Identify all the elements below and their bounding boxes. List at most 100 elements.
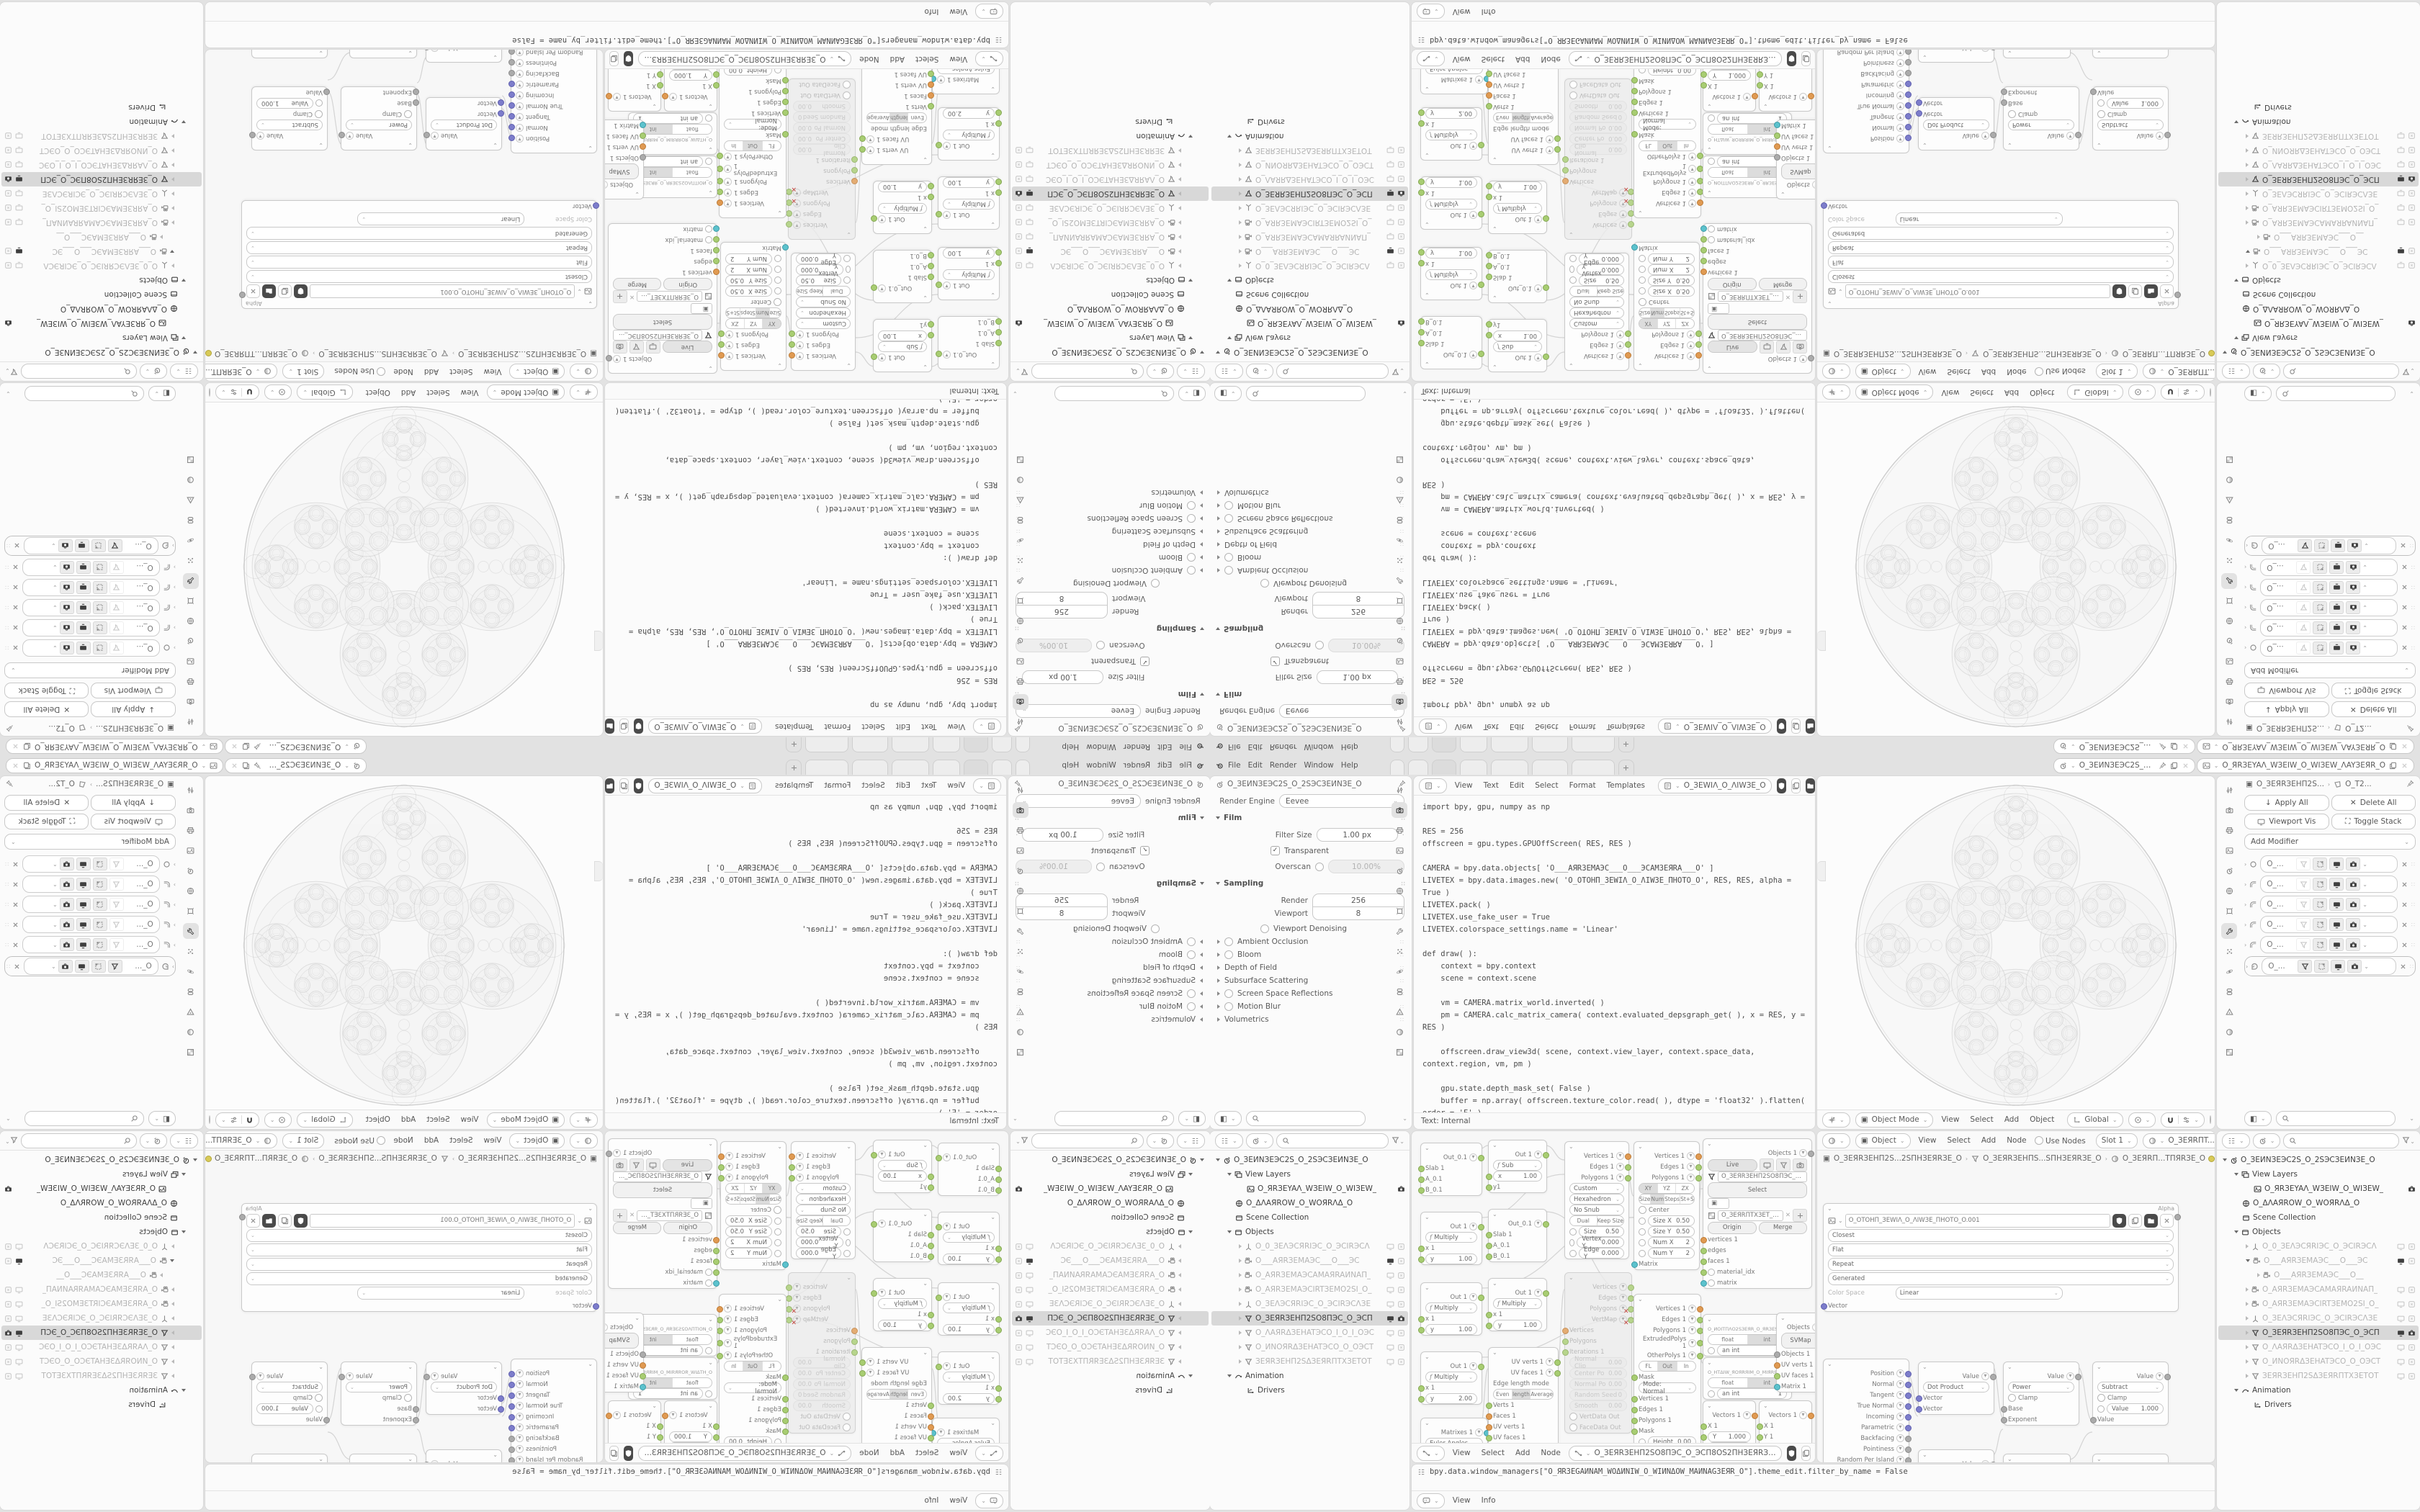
properties-tab-phys[interactable] <box>1013 533 1028 549</box>
toolbar-flyout-handle[interactable] <box>594 631 603 651</box>
properties-tab-obj[interactable] <box>183 593 199 609</box>
mode-select[interactable]: ▣ Object Mode ⌄ <box>1855 384 1934 400</box>
workspace-tab[interactable] <box>992 737 1013 752</box>
text_editor.menus-menu-5[interactable]: Templates <box>1606 722 1646 731</box>
node-tree-selector[interactable]: ⌄ O_ЗEЯRЗEHП2SO8ПЭC_O_ЭCП8OS2ПHЗEЯRЗE_O <box>1568 51 1782 67</box>
properties-tab-phys[interactable] <box>1392 963 1407 979</box>
topbar.menus-menu-1[interactable]: Edit <box>1157 742 1173 751</box>
node[interactable]: ⌄ Out_0.1 ▾ Slab 1 A_0.1 B_0.1 <box>871 1209 934 1262</box>
copy-node-tree-button[interactable] <box>1801 1445 1811 1461</box>
chevron-down-icon[interactable]: ⌄ <box>6 1115 11 1122</box>
modifier-row[interactable]: › O_... ⌄ ∷ <box>4 936 176 953</box>
outliner-row[interactable]: O_ЗEΛЭCЯRIЭC_O_ЭCIRЭCΛЗE <box>1 1311 202 1326</box>
outliner-row[interactable]: O_ЗEΛЭCЯRIЭC_O_ЭCIRЭCΛЗE <box>2218 1311 2419 1326</box>
shader.menus-menu-2[interactable]: Add <box>1981 1136 1996 1145</box>
modifier-row[interactable]: › O_... ⌄ ∷ <box>4 876 176 893</box>
outliner-row[interactable]: Scene Collection <box>1 287 202 302</box>
outliner-search-input[interactable] <box>20 1133 137 1148</box>
text_editor.menus-menu-2[interactable]: Edit <box>1509 781 1525 790</box>
workspace-tab[interactable] <box>805 737 849 752</box>
properties-tab-cam[interactable] <box>183 802 199 818</box>
viewport-3d[interactable]: ⌄ ▣ Object Mode ⌄ View Select Add Object Global… <box>205 776 603 1129</box>
node[interactable]: ⌄Value▾Add⌄ <box>2092 50 2169 58</box>
open-text-button[interactable] <box>605 719 615 734</box>
outliner-row[interactable]: Animation <box>1012 129 1209 143</box>
text_editor.menus-menu-3[interactable]: Select <box>1535 722 1559 731</box>
display-mode-select[interactable]: ⌄ <box>1177 364 1205 379</box>
editor-type-button[interactable]: ⌄ <box>1419 778 1447 793</box>
info-log-line[interactable]: bpy.data.window_managers["O_ЯRЗEGAИNAM_W… <box>1412 1464 2215 1479</box>
info-log-line[interactable]: bpy.data.window_managers["O_ЯRЗEGAИNAM_W… <box>1412 33 2215 48</box>
panel-collapsed[interactable]: Motion Blur ∷ <box>1210 499 1412 512</box>
viewport-denoising-checkbox[interactable] <box>1260 579 1269 588</box>
outliner-row[interactable]: Animation <box>1012 1369 1209 1383</box>
outliner-row[interactable]: Objects <box>1012 273 1209 287</box>
outliner-row[interactable]: ЗEЯRЗEHП2SΔЗEЯRПTXЗETOT <box>1012 143 1209 158</box>
properties-tab-wrench[interactable] <box>1392 923 1407 939</box>
outliner-row[interactable]: O_AЯRЗEMAЭCIRTЗEMO2SI_O_ <box>1 201 202 215</box>
text-datablock-selector[interactable]: ⌄ O_ЗEWIΛ_O_ΛIWЗE_O <box>1658 778 1772 793</box>
properties-tab-mat[interactable] <box>2221 472 2237 488</box>
sampling-panel-header[interactable]: Sampling ∷ <box>1210 876 1412 891</box>
topbar.menus-menu-3[interactable]: Window <box>1086 742 1116 751</box>
add-workspace-button[interactable] <box>786 760 802 775</box>
node[interactable]: ⌄Value▾Add⌄ <box>251 1454 328 1462</box>
workspace-tab[interactable] <box>892 737 930 752</box>
node[interactable]: ⌄ Out 1 ▾ f Multiply ⌄ x 1 y 2.00 <box>936 107 1002 161</box>
outliner-row[interactable]: O_ИNOЯRΔЗEHATЭCO_O_OЭCT <box>1 143 202 158</box>
outliner-row[interactable]: O_ЗEЯRЗEHП2SO8ПЭC_O_ЭCП <box>2218 1326 2419 1340</box>
panel-collapsed[interactable]: Motion Blur ∷ <box>1210 1000 1412 1013</box>
transform-orientation-select[interactable]: Global ⌄ <box>2067 1112 2123 1128</box>
display-mode-select[interactable]: ⌄ <box>2222 1133 2250 1148</box>
view-layer-selector[interactable]: ⌄ O_ЯRЗEYAΛ_WЗEIW_O_WIЗEW_ΛAYЗEЯR_O <box>6 757 224 773</box>
film-panel-header[interactable]: Film∷ <box>1210 686 1412 702</box>
text_editor.menus-menu-5[interactable]: Templates <box>1606 781 1646 790</box>
transform-orientation-select[interactable]: Global ⌄ <box>297 1112 353 1128</box>
outliner-row[interactable]: View Layers <box>1 330 202 345</box>
outliner-row[interactable]: O___AЯRЗEMAЭC___O___ЭC <box>2218 1254 2419 1268</box>
outliner-row[interactable]: O_0_ЗEΛЭCЯRIЭC_O_ЭCIRЭCΛ <box>1211 258 1408 273</box>
slot-select[interactable]: Slot 1 ⌄ <box>282 364 325 379</box>
outliner-row[interactable]: O_ΔΛAЯROW_O_WOЯRΛΔ_O <box>1 302 202 316</box>
text_editor.menus-menu-5[interactable]: Templates <box>774 781 814 790</box>
modifier-row[interactable]: › O_... ⌄ ∷ <box>4 579 176 596</box>
text_editor.menus-menu-1[interactable]: Text <box>921 781 937 790</box>
outliner-row[interactable]: O_ИNOЯRΔЗEHATЭCO_O_OЭCT <box>1 1354 202 1369</box>
text_editor.menus-menu-1[interactable]: Text <box>921 722 937 731</box>
sampling-panel-header[interactable]: Sampling ∷ <box>1008 876 1210 891</box>
viewport-3d[interactable]: ⌄ ▣ Object Mode ⌄ View Select Add Object Global… <box>1817 383 2215 736</box>
node[interactable]: ⌄Objects 1▾LiveO_ЗEЯRЗEHП2SO8ПЭC_O_ЭCП8O… <box>1700 223 1814 374</box>
properties-tab-cam[interactable] <box>2221 694 2237 710</box>
node[interactable]: ⌄ Out 1 ▾ f Sub ⌄ x 1.00 y1 <box>871 319 934 372</box>
node[interactable]: ⌄ Value ▾ Subtract ⌄ Clamp Value 1.000 Value <box>249 86 330 150</box>
info.menus-menu-0[interactable]: View <box>949 1496 968 1505</box>
snap-toggle[interactable]: ⌄ <box>215 384 259 400</box>
render-engine-select[interactable]: Eevee ⌄ <box>1279 794 1404 808</box>
filter-funnel-button[interactable]: ⌄ <box>2402 1136 2415 1146</box>
chevron-down-icon[interactable]: ⌄ <box>1013 1115 1018 1122</box>
panel-collapsed[interactable]: Volumetrics ∷ <box>1008 1013 1210 1026</box>
shader-type-select[interactable]: ▣ Object ⌄ <box>509 364 565 379</box>
properties-tab-phys[interactable] <box>2221 963 2237 979</box>
viewport.menus-menu-3[interactable]: Object <box>365 1115 390 1124</box>
modifier-row[interactable]: › O_... ⌄ ∷ <box>2244 896 2416 913</box>
sverchok.menus-menu-0[interactable]: View <box>949 1449 968 1457</box>
properties-tab-obj[interactable] <box>2221 593 2237 609</box>
viewport-vis-button[interactable]: Viewport Vis <box>2244 683 2329 698</box>
outliner-row[interactable]: Drivers <box>1211 1383 1408 1398</box>
filter-toggle[interactable]: ◧ ⌄ <box>148 1111 176 1126</box>
new-text-button[interactable] <box>1791 719 1801 734</box>
properties-tab-wrench[interactable] <box>2221 573 2237 589</box>
node[interactable]: ⌄ Value ▾ Power ⌄ Clamp Base Exponent <box>2001 1362 2081 1426</box>
outliner-row[interactable]: O_0_ЗEΛЭCЯRIЭC_O_ЭCIRЭCΛ <box>1211 1239 1408 1254</box>
text_editor.menus-menu-4[interactable]: Format <box>1569 781 1596 790</box>
slot-select[interactable]: Slot 1 ⌄ <box>2095 364 2138 379</box>
node[interactable]: ⌄ Out 1 ▾ f Multiply ⌄ x 1 y 2.00 <box>1418 1351 1484 1405</box>
material-selector[interactable]: ⌄ O_ЗEЯRПT... <box>2142 1133 2215 1148</box>
node[interactable]: ⌄ Position ▾ Normal ▾ Tangent ▾ True Normal ▾ Inc… <box>1823 50 1912 153</box>
filter-funnel-button[interactable]: ⌄ <box>5 1136 18 1146</box>
properties-tab-data[interactable] <box>1392 1004 1407 1020</box>
node[interactable]: ⌄ Out_0.1 ▾ Slab 1 A_0.1 B_0.1 <box>1486 1209 1549 1262</box>
viewport-vis-button[interactable]: Viewport Vis <box>91 683 176 698</box>
